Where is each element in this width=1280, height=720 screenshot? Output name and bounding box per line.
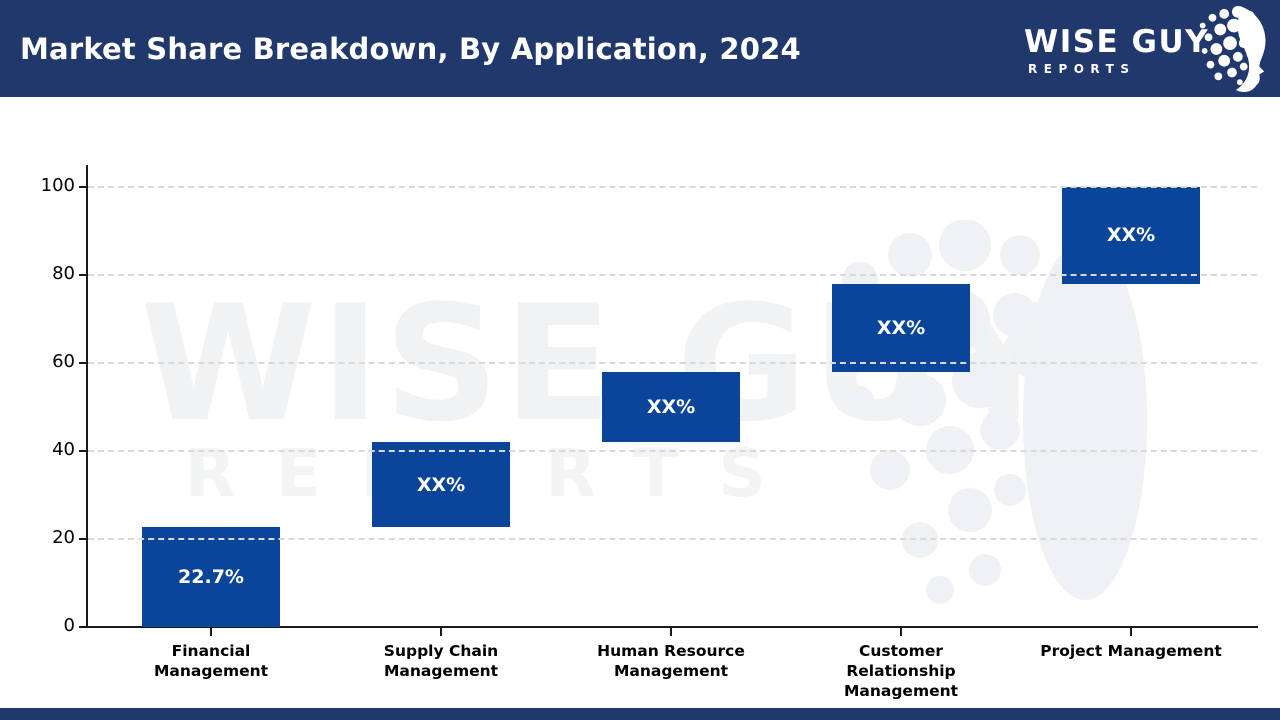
brand-logo-face-icon xyxy=(1199,6,1266,92)
y-tick-label-80: 80 xyxy=(52,263,75,284)
gridline-y-40 xyxy=(88,450,1257,452)
bar-5: XX% xyxy=(1062,187,1200,284)
x-axis-spine xyxy=(86,626,1258,628)
y-tick-label-40: 40 xyxy=(52,439,75,460)
footer-bar xyxy=(0,708,1280,720)
x-tick-mark-5 xyxy=(1130,628,1132,636)
bar-3: XX% xyxy=(602,371,740,443)
category-label-4: Customer Relationship Management xyxy=(843,642,959,700)
brand-logo: WISE GUY REPORTS xyxy=(1018,0,1268,97)
gridline-y-20 xyxy=(88,538,1257,540)
header-bar: Market Share Breakdown, By Application, … xyxy=(0,0,1280,97)
bar-value-label: XX% xyxy=(876,316,926,339)
bar-4: XX% xyxy=(832,283,970,372)
y-tick-label-20: 20 xyxy=(52,527,75,548)
category-label-1: Financial Management xyxy=(153,642,269,680)
category-label-3: Human Resource Management xyxy=(597,642,745,680)
bar-value-label: XX% xyxy=(646,395,696,418)
bar-value-label: 22.7% xyxy=(178,566,244,589)
x-tick-mark-2 xyxy=(440,628,442,636)
y-tick-mark-60 xyxy=(79,362,87,364)
page-title: Market Share Breakdown, By Application, … xyxy=(20,31,801,66)
gridline-y-80 xyxy=(88,274,1257,276)
y-tick-mark-0 xyxy=(79,626,87,628)
x-tick-mark-1 xyxy=(210,628,212,636)
y-tick-mark-20 xyxy=(79,538,87,540)
bar-2: XX% xyxy=(372,442,510,528)
y-tick-label-60: 60 xyxy=(52,351,75,372)
y-tick-label-100: 100 xyxy=(40,175,75,196)
watermark-face-dots xyxy=(842,220,1147,604)
y-tick-mark-40 xyxy=(79,450,87,452)
y-tick-mark-80 xyxy=(79,274,87,276)
x-tick-mark-3 xyxy=(670,628,672,636)
y-tick-label-0: 0 xyxy=(63,615,75,636)
bar-value-label: XX% xyxy=(1106,224,1156,247)
brand-logo-subtitle: REPORTS xyxy=(1028,62,1136,76)
gridline-y-60 xyxy=(88,362,1257,364)
y-tick-mark-100 xyxy=(79,186,87,188)
category-label-5: Project Management xyxy=(1040,642,1222,660)
x-tick-mark-4 xyxy=(900,628,902,636)
gridline-y-100 xyxy=(88,186,1257,188)
bar-1: 22.7% xyxy=(142,527,280,627)
category-label-2: Supply Chain Management xyxy=(383,642,499,680)
brand-logo-wordmark: WISE GUY xyxy=(1024,24,1210,60)
y-axis-spine xyxy=(86,165,88,628)
bar-value-label: XX% xyxy=(416,473,466,496)
